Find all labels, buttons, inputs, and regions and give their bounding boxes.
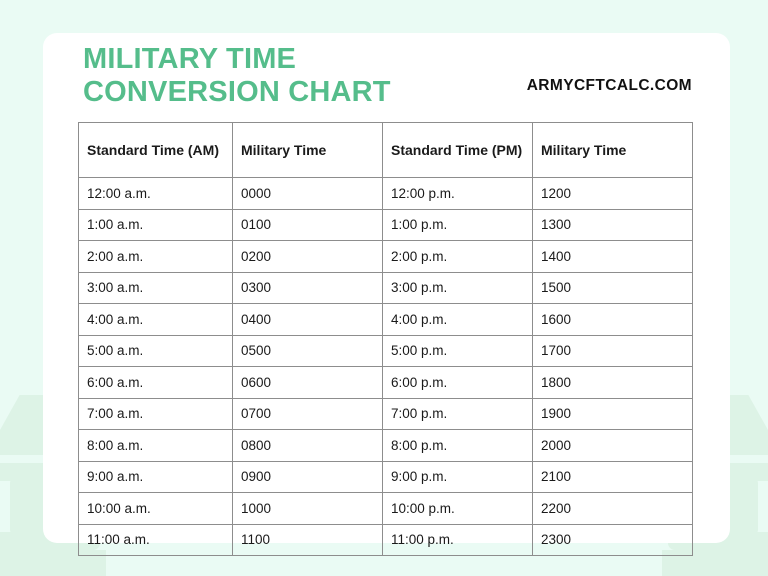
table-cell-col2: 0600 bbox=[232, 366, 383, 399]
table-cell-col4: 2300 bbox=[532, 523, 693, 556]
table-cell-col3: 3:00 p.m. bbox=[382, 271, 533, 304]
table-body: 12:00 a.m. 0000 12:00 p.m. 1200 1:00 a.m. 010… bbox=[78, 177, 693, 556]
table-cell-col3: 5:00 p.m. bbox=[382, 334, 533, 367]
content-card: MILITARY TIME CONVERSION CHART ARMYCFTCA… bbox=[43, 33, 730, 556]
card-header: MILITARY TIME CONVERSION CHART ARMYCFTCA… bbox=[43, 33, 730, 119]
table-cell-col3: 9:00 p.m. bbox=[382, 460, 533, 493]
table-row: 8:00 a.m. 0800 8:00 p.m. 2000 bbox=[78, 429, 693, 462]
table-cell-col3: 1:00 p.m. bbox=[382, 208, 533, 241]
table-row: 11:00 a.m. 1100 11:00 p.m. 2300 bbox=[78, 523, 693, 556]
table-cell-col2: 0300 bbox=[232, 271, 383, 304]
table-row: 1:00 a.m. 0100 1:00 p.m. 1300 bbox=[78, 208, 693, 241]
table-row: 2:00 a.m. 0200 2:00 p.m. 1400 bbox=[78, 240, 693, 273]
table-cell-col1: 1:00 a.m. bbox=[78, 208, 233, 241]
table-cell-col3: 2:00 p.m. bbox=[382, 240, 533, 273]
table-cell-col1: 11:00 a.m. bbox=[78, 523, 233, 556]
table-cell-col2: 0700 bbox=[232, 397, 383, 430]
table-cell-col2: 0200 bbox=[232, 240, 383, 273]
table-header: Standard Time (AM) Military Time Standar… bbox=[78, 122, 693, 178]
table-cell-col2: 0400 bbox=[232, 303, 383, 336]
table-cell-col1: 5:00 a.m. bbox=[78, 334, 233, 367]
table-cell-col1: 4:00 a.m. bbox=[78, 303, 233, 336]
table-cell-col1: 12:00 a.m. bbox=[78, 177, 233, 210]
column-header-standard-pm: Standard Time (PM) bbox=[382, 122, 533, 178]
table-row: 10:00 a.m. 1000 10:00 p.m. 2200 bbox=[78, 492, 693, 525]
table-cell-col4: 2100 bbox=[532, 460, 693, 493]
table-row: 3:00 a.m. 0300 3:00 p.m. 1500 bbox=[78, 271, 693, 304]
table-row: 7:00 a.m. 0700 7:00 p.m. 1900 bbox=[78, 397, 693, 430]
table-cell-col4: 1400 bbox=[532, 240, 693, 273]
table-cell-col3: 12:00 p.m. bbox=[382, 177, 533, 210]
column-header-military-pm: Military Time bbox=[532, 122, 693, 178]
table-row: 4:00 a.m. 0400 4:00 p.m. 1600 bbox=[78, 303, 693, 336]
table-cell-col4: 1900 bbox=[532, 397, 693, 430]
table-cell-col1: 10:00 a.m. bbox=[78, 492, 233, 525]
table-cell-col2: 0900 bbox=[232, 460, 383, 493]
table-cell-col1: 8:00 a.m. bbox=[78, 429, 233, 462]
table-row: 9:00 a.m. 0900 9:00 p.m. 2100 bbox=[78, 460, 693, 493]
table-cell-col4: 1800 bbox=[532, 366, 693, 399]
table-cell-col4: 1700 bbox=[532, 334, 693, 367]
table-cell-col4: 1200 bbox=[532, 177, 693, 210]
table-cell-col4: 1500 bbox=[532, 271, 693, 304]
table-cell-col4: 2000 bbox=[532, 429, 693, 462]
table-cell-col3: 10:00 p.m. bbox=[382, 492, 533, 525]
table-cell-col1: 2:00 a.m. bbox=[78, 240, 233, 273]
table-cell-col1: 6:00 a.m. bbox=[78, 366, 233, 399]
column-header-standard-am: Standard Time (AM) bbox=[78, 122, 233, 178]
table-cell-col2: 1100 bbox=[232, 523, 383, 556]
table-cell-col3: 6:00 p.m. bbox=[382, 366, 533, 399]
table-cell-col4: 1300 bbox=[532, 208, 693, 241]
table-cell-col3: 4:00 p.m. bbox=[382, 303, 533, 336]
table-row: 5:00 a.m. 0500 5:00 p.m. 1700 bbox=[78, 334, 693, 367]
military-time-conversion-table: Standard Time (AM) Military Time Standar… bbox=[78, 122, 693, 556]
table-cell-col2: 0100 bbox=[232, 208, 383, 241]
table-cell-col3: 11:00 p.m. bbox=[382, 523, 533, 556]
table-cell-col1: 3:00 a.m. bbox=[78, 271, 233, 304]
page-title: MILITARY TIME CONVERSION CHART bbox=[83, 43, 391, 108]
table-cell-col1: 7:00 a.m. bbox=[78, 397, 233, 430]
table-header-row: Standard Time (AM) Military Time Standar… bbox=[78, 122, 693, 178]
conversion-table-wrapper: Standard Time (AM) Military Time Standar… bbox=[78, 122, 693, 556]
table-cell-col3: 7:00 p.m. bbox=[382, 397, 533, 430]
table-row: 6:00 a.m. 0600 6:00 p.m. 1800 bbox=[78, 366, 693, 399]
table-cell-col2: 0800 bbox=[232, 429, 383, 462]
table-cell-col3: 8:00 p.m. bbox=[382, 429, 533, 462]
table-cell-col2: 0000 bbox=[232, 177, 383, 210]
table-cell-col2: 0500 bbox=[232, 334, 383, 367]
column-header-military-am: Military Time bbox=[232, 122, 383, 178]
brand-label: ARMYCFTCALC.COM bbox=[526, 77, 692, 94]
table-cell-col4: 2200 bbox=[532, 492, 693, 525]
table-row: 12:00 a.m. 0000 12:00 p.m. 1200 bbox=[78, 177, 693, 210]
table-cell-col4: 1600 bbox=[532, 303, 693, 336]
table-cell-col2: 1000 bbox=[232, 492, 383, 525]
table-cell-col1: 9:00 a.m. bbox=[78, 460, 233, 493]
